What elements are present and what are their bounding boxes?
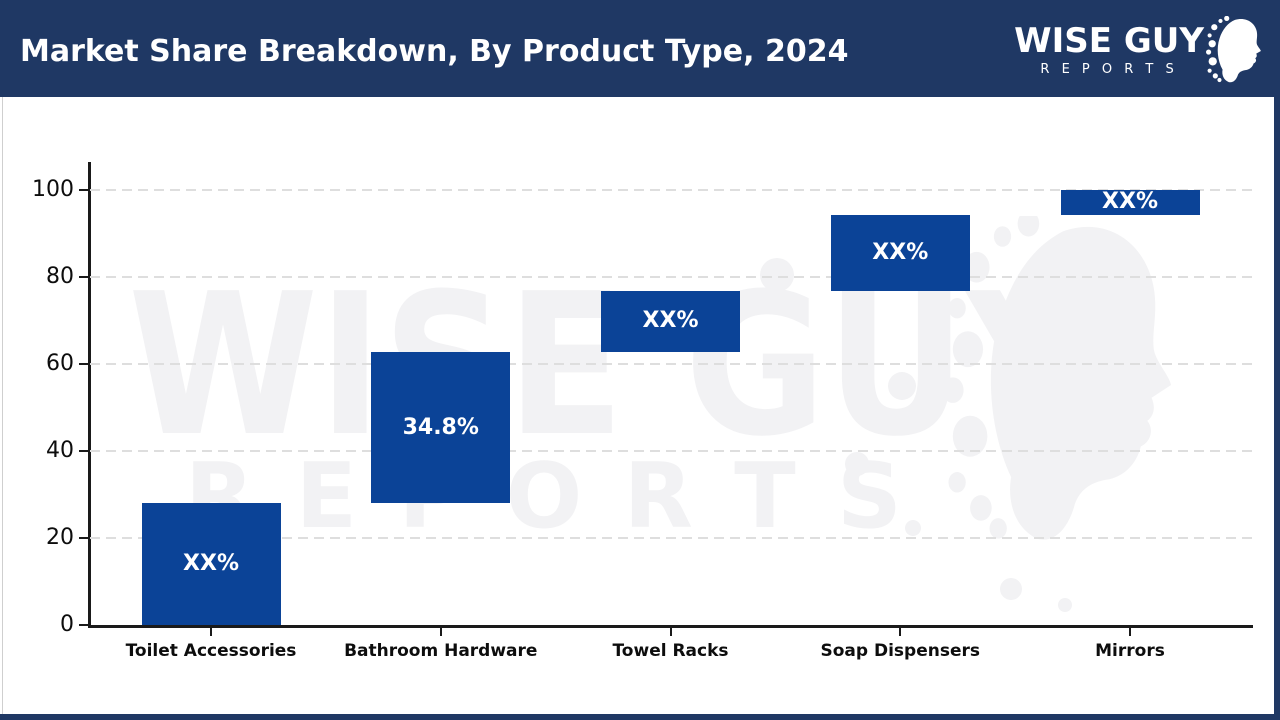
bottom-border-strip [0, 714, 1280, 720]
x-axis-label: Towel Racks [612, 641, 729, 661]
x-axis-label: Mirrors [1095, 641, 1165, 661]
y-axis-line [88, 162, 91, 627]
bar-segment: XX% [141, 503, 281, 625]
gridline [90, 450, 1253, 452]
y-tick-label: 20 [46, 525, 74, 550]
x-axis-label: Soap Dispensers [820, 641, 981, 661]
bar-segment: XX% [830, 214, 970, 291]
y-axis-tick [79, 537, 88, 539]
y-tick-label: 60 [46, 351, 74, 376]
brand-logo-text: WISE GUY R E P O R T S [1014, 24, 1204, 77]
brand-logo-line1: WISE GUY [1014, 21, 1204, 61]
x-axis-tick [210, 628, 212, 636]
right-border-strip [1274, 0, 1280, 720]
left-hairline [2, 97, 3, 714]
y-axis-tick [79, 450, 88, 452]
x-axis-tick [669, 628, 672, 636]
y-tick-label: 0 [60, 612, 74, 637]
y-axis-tick [79, 624, 88, 626]
gridline [90, 363, 1253, 365]
y-tick-label: 100 [32, 177, 74, 202]
x-axis-tick [899, 628, 902, 636]
bar-value-label: XX% [183, 551, 239, 577]
brand-logo-line2: R E P O R T S [1040, 62, 1178, 77]
header-bar: Market Share Breakdown, By Product Type,… [0, 0, 1280, 97]
gridline [90, 276, 1253, 278]
x-axis-line [88, 625, 1253, 628]
x-axis-tick [1129, 628, 1131, 636]
x-axis-tick [439, 628, 442, 636]
bar-value-label: XX% [642, 308, 699, 334]
brand-logo: WISE GUY R E P O R T S [1014, 10, 1264, 86]
bar-segment: XX% [1060, 189, 1200, 215]
brand-face-icon [1206, 16, 1261, 83]
plot-area: 0 20 40 60 80 100 XX% Toilet Accessories 34.8% Ba… [32, 160, 1253, 661]
x-axis-label: Toilet Accessories [125, 641, 297, 661]
gridline [90, 189, 1253, 191]
bar-segment: 34.8% [371, 351, 511, 504]
page-title: Market Share Breakdown, By Product Type,… [20, 34, 849, 69]
y-tick-label: 80 [46, 264, 74, 289]
x-axis-label: Bathroom Hardware [344, 641, 538, 661]
y-axis-tick [79, 363, 88, 365]
bar-value-label: XX% [872, 239, 929, 265]
y-tick-label: 40 [46, 438, 74, 463]
gridline [90, 537, 1253, 539]
y-axis-tick [79, 189, 88, 191]
bar-value-label: XX% [1102, 189, 1158, 215]
bar-segment: XX% [601, 290, 740, 352]
bar-value-label: 34.8% [402, 414, 479, 440]
y-axis-tick [79, 276, 88, 278]
